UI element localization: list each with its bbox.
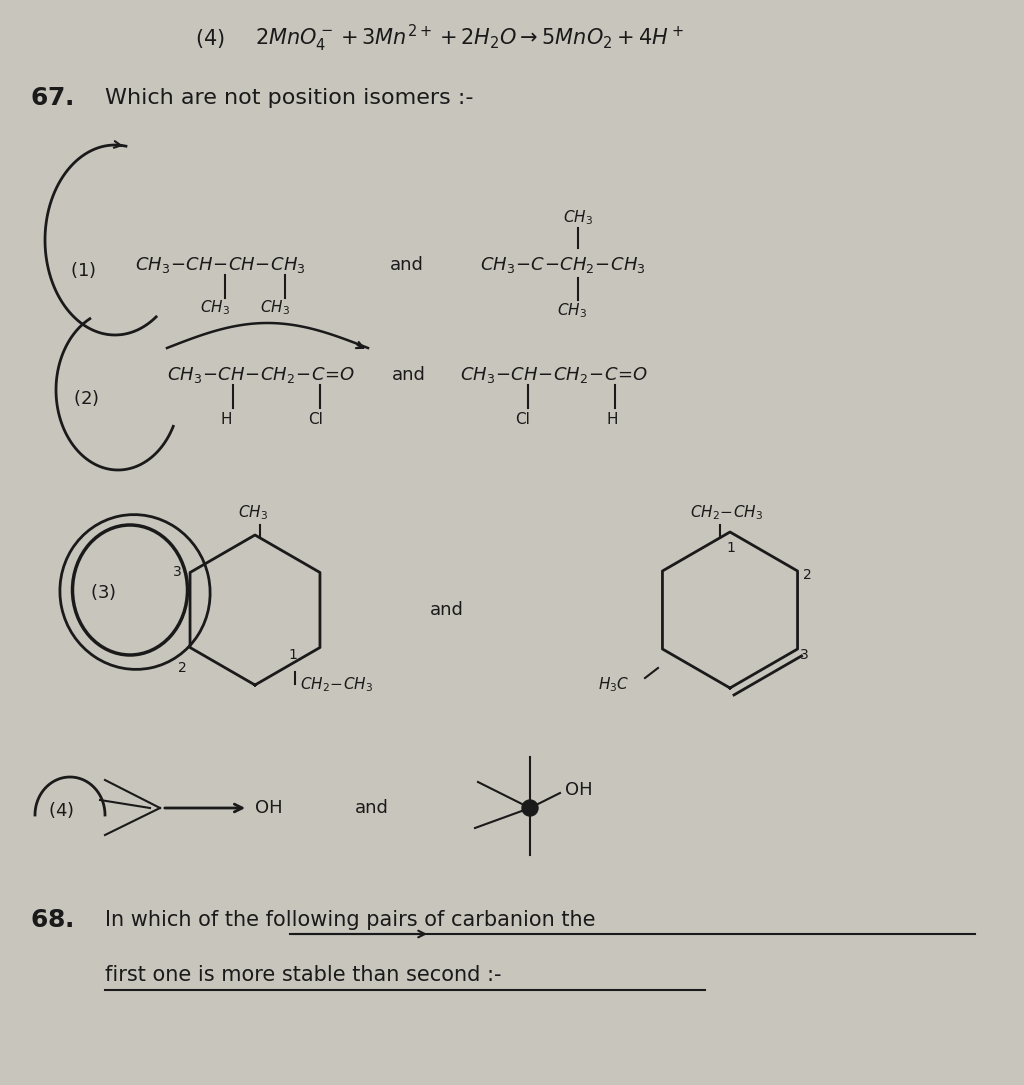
Text: $CH_3$: $CH_3$ [557, 302, 587, 320]
Text: $\mathbf{67.}$: $\mathbf{67.}$ [30, 86, 74, 110]
Text: In which of the following pairs of carbanion the: In which of the following pairs of carba… [105, 910, 596, 930]
Text: Cl: Cl [308, 412, 323, 427]
Text: 1: 1 [726, 541, 735, 556]
Text: $(4)$: $(4)$ [195, 26, 225, 50]
Text: 2: 2 [803, 569, 812, 582]
Text: $(4)$: $(4)$ [48, 800, 74, 820]
Text: $(3)$: $(3)$ [90, 582, 116, 602]
Text: and: and [390, 256, 424, 275]
Text: $H_3C$: $H_3C$ [598, 676, 630, 694]
Circle shape [522, 800, 538, 816]
Text: 3: 3 [800, 648, 809, 662]
Text: 1: 1 [288, 648, 297, 662]
Text: Cl: Cl [515, 412, 529, 427]
Text: $CH_2\!-\!CH_3$: $CH_2\!-\!CH_3$ [690, 503, 763, 522]
Text: $2MnO_4^- + 3Mn^{2+} + 2H_2O \rightarrow 5MnO_2 + 4H^+$: $2MnO_4^- + 3Mn^{2+} + 2H_2O \rightarrow… [255, 23, 684, 53]
Text: $CH_3$: $CH_3$ [260, 298, 290, 317]
Text: and: and [430, 601, 464, 620]
Text: first one is more stable than second :-: first one is more stable than second :- [105, 965, 502, 985]
Text: and: and [355, 799, 389, 817]
Text: $CH_3\!-\!CH\!-\!CH_2\!-\!C\!=\!O$: $CH_3\!-\!CH\!-\!CH_2\!-\!C\!=\!O$ [167, 365, 355, 385]
Text: OH: OH [565, 781, 593, 799]
Text: $\mathbf{68.}$: $\mathbf{68.}$ [30, 908, 74, 932]
Text: 2: 2 [178, 661, 186, 675]
Text: $CH_3\!-\!CH\!-\!CH\!-\!CH_3$: $CH_3\!-\!CH\!-\!CH\!-\!CH_3$ [135, 255, 305, 275]
Text: $CH_3$: $CH_3$ [238, 503, 268, 522]
Text: $(1)$: $(1)$ [70, 260, 96, 280]
Text: $(2)$: $(2)$ [73, 388, 99, 408]
Text: $CH_3\!-\!CH\!-\!CH_2\!-\!C\!=\!O$: $CH_3\!-\!CH\!-\!CH_2\!-\!C\!=\!O$ [460, 365, 648, 385]
Text: 3: 3 [173, 565, 181, 579]
Text: Which are not position isomers :-: Which are not position isomers :- [105, 88, 473, 108]
Text: $CH_2\!-\!CH_3$: $CH_2\!-\!CH_3$ [300, 676, 373, 694]
Text: $CH_3\!-\!C\!-\!CH_2\!-\!CH_3$: $CH_3\!-\!C\!-\!CH_2\!-\!CH_3$ [480, 255, 645, 275]
Text: OH: OH [255, 799, 283, 817]
Text: $CH_3$: $CH_3$ [200, 298, 230, 317]
Text: H: H [220, 412, 231, 427]
Text: $CH_3$: $CH_3$ [563, 208, 593, 228]
Text: and: and [392, 366, 426, 384]
Text: H: H [607, 412, 618, 427]
